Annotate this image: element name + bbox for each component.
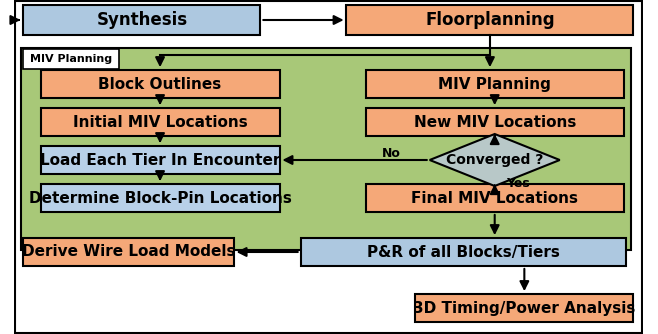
Text: New MIV Locations: New MIV Locations — [413, 115, 576, 130]
Text: MIV Planning: MIV Planning — [438, 76, 551, 92]
FancyBboxPatch shape — [41, 146, 280, 174]
Text: Final MIV Locations: Final MIV Locations — [411, 190, 578, 205]
FancyBboxPatch shape — [366, 184, 624, 212]
Text: No: No — [382, 147, 401, 160]
Text: Synthesis: Synthesis — [96, 11, 188, 29]
Polygon shape — [430, 134, 560, 186]
FancyBboxPatch shape — [23, 238, 234, 266]
FancyBboxPatch shape — [41, 70, 280, 98]
Text: Load Each Tier In Encounter: Load Each Tier In Encounter — [40, 153, 280, 167]
Text: Converged ?: Converged ? — [446, 153, 544, 167]
FancyBboxPatch shape — [366, 70, 624, 98]
FancyBboxPatch shape — [41, 184, 280, 212]
FancyBboxPatch shape — [347, 5, 634, 35]
Text: P&R of all Blocks/Tiers: P&R of all Blocks/Tiers — [367, 244, 559, 260]
Text: Derive Wire Load Models: Derive Wire Load Models — [22, 244, 236, 260]
Text: Determine Block-Pin Locations: Determine Block-Pin Locations — [28, 190, 291, 205]
FancyBboxPatch shape — [41, 108, 280, 136]
FancyBboxPatch shape — [23, 49, 119, 69]
FancyBboxPatch shape — [22, 48, 632, 250]
FancyBboxPatch shape — [415, 294, 634, 322]
Text: Floorplanning: Floorplanning — [425, 11, 555, 29]
Text: Yes: Yes — [506, 176, 530, 189]
Text: Block Outlines: Block Outlines — [99, 76, 222, 92]
FancyBboxPatch shape — [23, 5, 261, 35]
FancyBboxPatch shape — [366, 108, 624, 136]
Text: MIV Planning: MIV Planning — [30, 54, 112, 64]
Text: Initial MIV Locations: Initial MIV Locations — [72, 115, 247, 130]
FancyBboxPatch shape — [301, 238, 626, 266]
Text: 3D Timing/Power Analysis: 3D Timing/Power Analysis — [413, 301, 636, 316]
